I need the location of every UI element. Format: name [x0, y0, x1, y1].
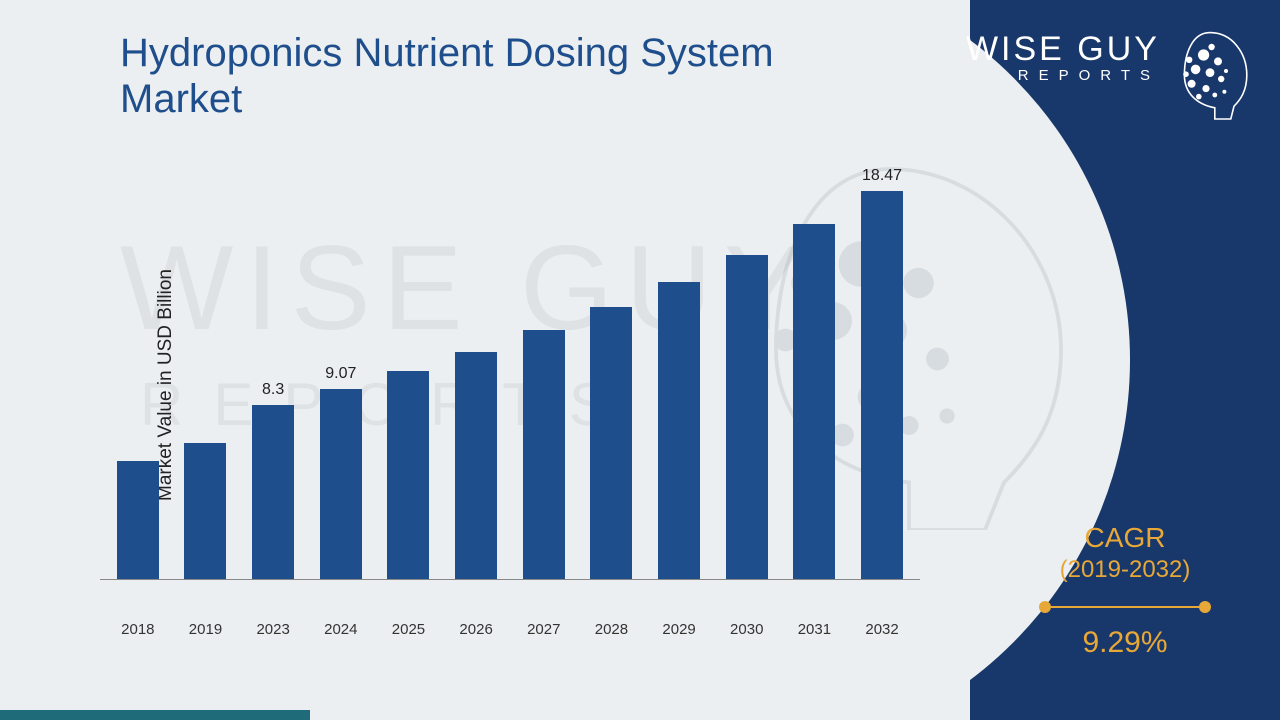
chart-area: Market Value in USD Billion 8.39.0718.47… [60, 160, 920, 610]
bar-value-label: 8.3 [262, 381, 284, 401]
bar [590, 307, 632, 579]
cagr-divider-icon [1045, 606, 1205, 608]
bar-group [649, 258, 709, 579]
bottom-accent-bar [0, 710, 310, 720]
bar [793, 224, 835, 579]
cagr-value: 9.29% [1010, 626, 1240, 660]
bar-value-label: 9.07 [325, 365, 356, 385]
x-axis-tick-label: 2026 [446, 621, 506, 638]
x-axis-tick-label: 2018 [108, 621, 168, 638]
bar [523, 330, 565, 579]
bar [861, 191, 903, 579]
logo-main-text: WISE GUY [966, 30, 1160, 69]
bar-value-label: 18.47 [862, 167, 902, 187]
x-axis-tick-label: 2029 [649, 621, 709, 638]
cagr-block: CAGR (2019-2032) 9.29% [1010, 522, 1240, 660]
x-axis-tick-label: 2024 [311, 621, 371, 638]
bar [117, 461, 159, 579]
bar-group [108, 437, 168, 579]
bar-group [175, 419, 235, 580]
x-axis-tick-label: 2019 [175, 621, 235, 638]
x-axis-tick-label: 2032 [852, 621, 912, 638]
bar-group [581, 283, 641, 579]
bar-group [446, 328, 506, 579]
x-axis-tick-label: 2027 [514, 621, 574, 638]
cagr-title: CAGR [1010, 522, 1240, 554]
bar-group: 9.07 [311, 365, 371, 579]
bar [252, 405, 294, 579]
bar [726, 255, 768, 579]
bar-group [717, 231, 777, 579]
x-axis-tick-label: 2023 [243, 621, 303, 638]
bar-group [514, 306, 574, 579]
x-axis-tick-label: 2030 [717, 621, 777, 638]
bar-group: 18.47 [852, 167, 912, 579]
bar [320, 389, 362, 579]
chart-title: Hydroponics Nutrient Dosing System Marke… [120, 30, 880, 122]
cagr-period: (2019-2032) [1010, 556, 1240, 584]
page-root: WISE GUY REPORTS WISE GUY REPORTS Hydrop… [0, 0, 1280, 720]
plot-region: 8.3 9.07 18.47 [100, 160, 920, 580]
logo-sub-text: REPORTS [966, 67, 1160, 84]
bar-group: 8.3 [243, 381, 303, 579]
x-axis-tick-label: 2028 [581, 621, 641, 638]
bar [658, 282, 700, 579]
bar [184, 443, 226, 580]
x-axis-labels: 2018 2019 2023 2024 2025 2026 2027 2028 2029 2030… [100, 621, 920, 638]
bars-container: 8.3 9.07 18.47 [100, 160, 920, 579]
bar [387, 371, 429, 579]
brand-logo: WISE GUY REPORTS [966, 30, 1250, 84]
bar-group [378, 347, 438, 579]
x-axis-tick-label: 2025 [378, 621, 438, 638]
x-axis-tick-label: 2031 [784, 621, 844, 638]
bar [455, 352, 497, 579]
bar-group [784, 200, 844, 579]
